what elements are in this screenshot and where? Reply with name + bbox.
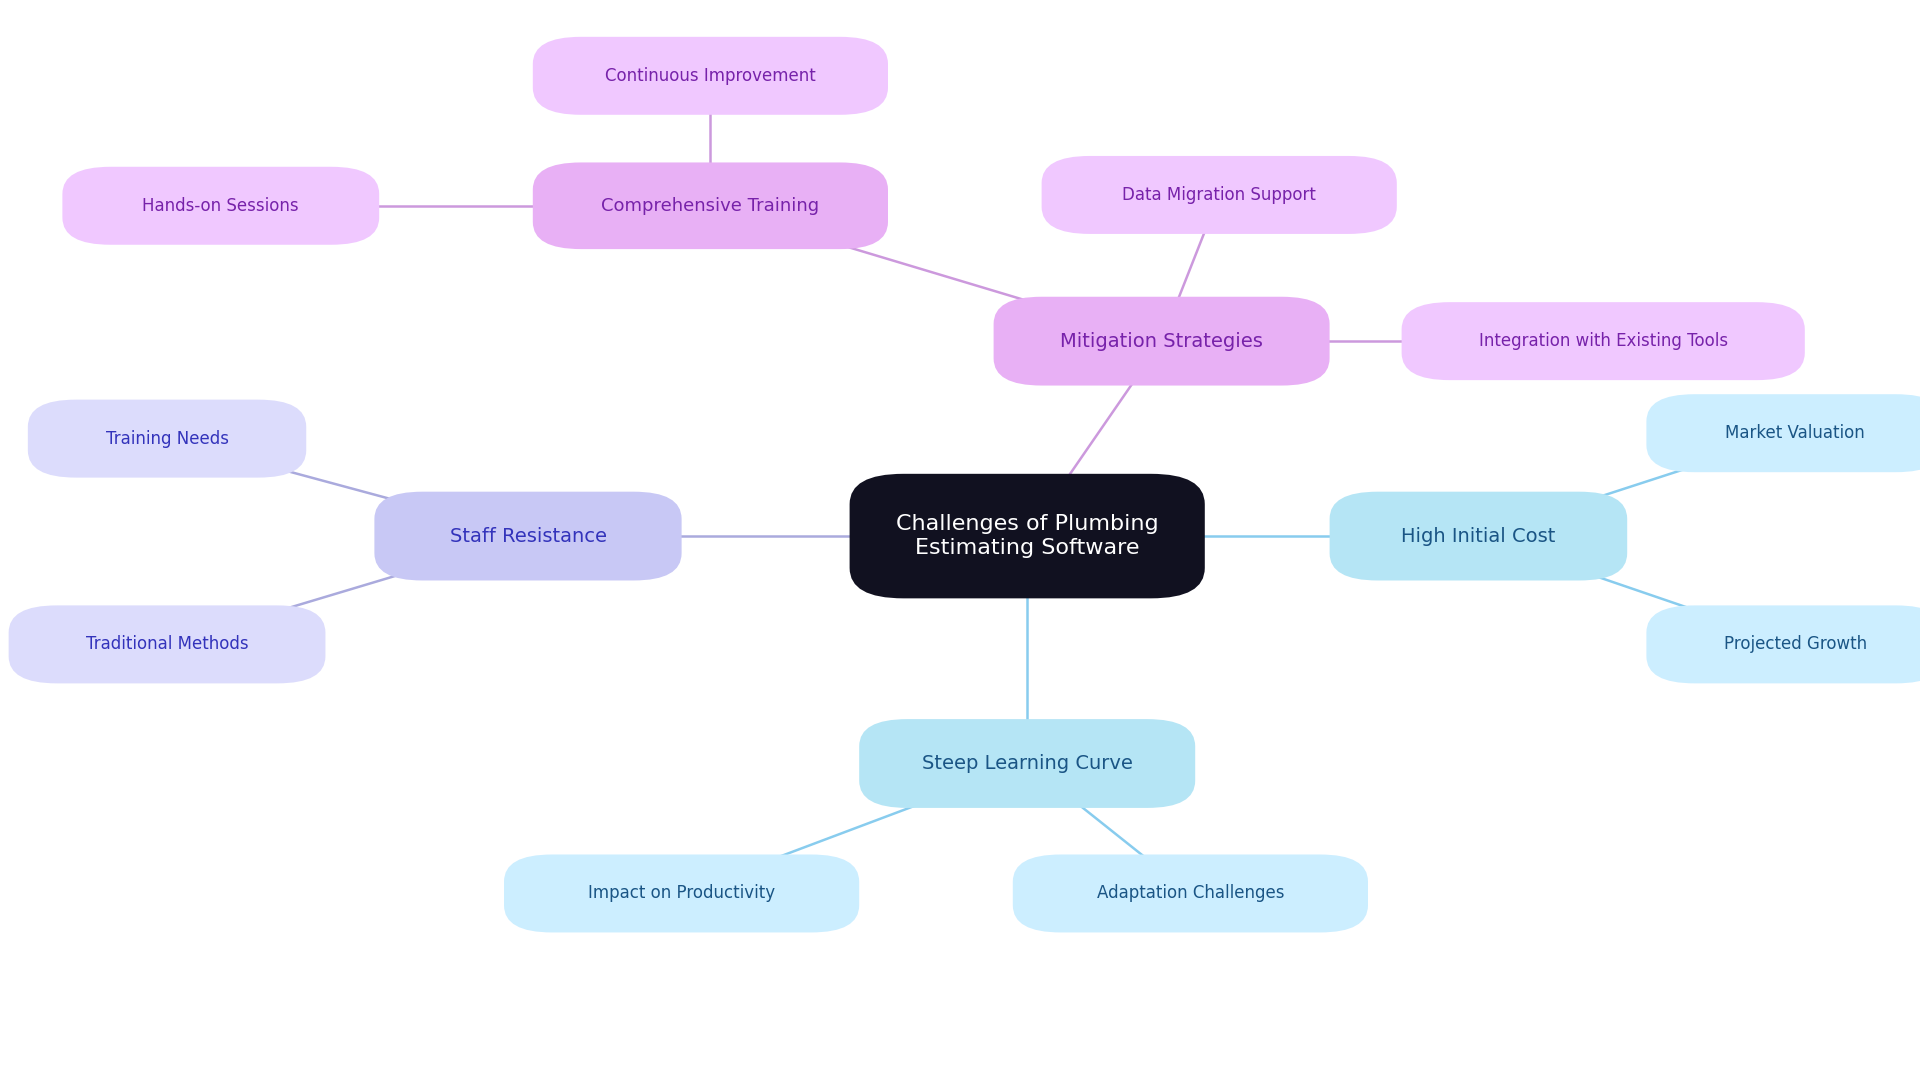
Text: Integration with Existing Tools: Integration with Existing Tools xyxy=(1478,332,1728,350)
Text: Impact on Productivity: Impact on Productivity xyxy=(588,885,776,902)
Text: Adaptation Challenges: Adaptation Challenges xyxy=(1096,885,1284,902)
Text: Hands-on Sessions: Hands-on Sessions xyxy=(142,197,300,214)
Text: Comprehensive Training: Comprehensive Training xyxy=(601,197,820,214)
Text: Data Migration Support: Data Migration Support xyxy=(1123,186,1315,204)
FancyBboxPatch shape xyxy=(1014,854,1367,932)
FancyBboxPatch shape xyxy=(27,400,305,478)
FancyBboxPatch shape xyxy=(849,474,1206,598)
Text: Mitigation Strategies: Mitigation Strategies xyxy=(1060,331,1263,351)
Text: Projected Growth: Projected Growth xyxy=(1724,636,1866,653)
FancyBboxPatch shape xyxy=(1041,156,1398,234)
FancyBboxPatch shape xyxy=(532,37,887,115)
FancyBboxPatch shape xyxy=(995,297,1329,386)
FancyBboxPatch shape xyxy=(860,719,1194,808)
Text: Steep Learning Curve: Steep Learning Curve xyxy=(922,754,1133,773)
FancyBboxPatch shape xyxy=(61,167,380,245)
FancyBboxPatch shape xyxy=(532,162,887,249)
Text: High Initial Cost: High Initial Cost xyxy=(1402,526,1555,546)
Text: Traditional Methods: Traditional Methods xyxy=(86,636,248,653)
FancyBboxPatch shape xyxy=(8,605,324,683)
Text: Continuous Improvement: Continuous Improvement xyxy=(605,67,816,84)
FancyBboxPatch shape xyxy=(1402,302,1805,380)
FancyBboxPatch shape xyxy=(374,492,682,580)
FancyBboxPatch shape xyxy=(1647,605,1920,683)
Text: Market Valuation: Market Valuation xyxy=(1726,425,1864,442)
FancyBboxPatch shape xyxy=(503,854,858,932)
Text: Staff Resistance: Staff Resistance xyxy=(449,526,607,546)
Text: Challenges of Plumbing
Estimating Software: Challenges of Plumbing Estimating Softwa… xyxy=(897,513,1158,559)
FancyBboxPatch shape xyxy=(1329,492,1628,580)
FancyBboxPatch shape xyxy=(1647,394,1920,472)
Text: Training Needs: Training Needs xyxy=(106,430,228,447)
